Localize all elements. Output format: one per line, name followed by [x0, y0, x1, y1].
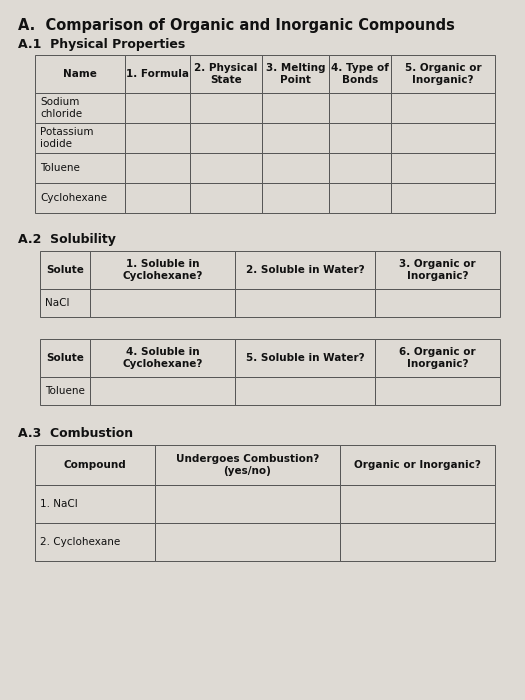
Bar	[125, 123, 190, 153]
Bar	[340, 445, 495, 485]
Text: Undergoes Combustion?
(yes/no): Undergoes Combustion? (yes/no)	[176, 454, 319, 476]
Bar	[329, 123, 391, 153]
Bar	[40, 377, 90, 405]
Bar	[190, 183, 262, 213]
Bar	[35, 93, 125, 123]
Bar	[125, 183, 190, 213]
Bar	[262, 183, 329, 213]
Text: Solute: Solute	[46, 353, 84, 363]
Text: 4. Type of
Bonds: 4. Type of Bonds	[331, 63, 389, 85]
Bar	[155, 523, 340, 561]
Bar	[155, 445, 340, 485]
Text: Organic or Inorganic?: Organic or Inorganic?	[354, 460, 481, 470]
Bar	[35, 485, 155, 523]
Bar	[340, 485, 495, 523]
Bar	[375, 289, 500, 317]
Bar	[35, 153, 125, 183]
Text: 3. Melting
Point: 3. Melting Point	[266, 63, 326, 85]
Bar	[125, 153, 190, 183]
Bar	[35, 123, 125, 153]
Bar	[190, 55, 262, 93]
Bar	[90, 289, 235, 317]
Bar	[40, 289, 90, 317]
Text: NaCl: NaCl	[45, 298, 69, 308]
Text: Compound: Compound	[64, 460, 127, 470]
Text: 5. Soluble in Water?: 5. Soluble in Water?	[246, 353, 364, 363]
Text: 1. Soluble in
Cyclohexane?: 1. Soluble in Cyclohexane?	[122, 259, 203, 281]
Bar	[155, 485, 340, 523]
Text: Toluene: Toluene	[40, 163, 80, 173]
Bar	[391, 183, 495, 213]
Text: Toluene: Toluene	[45, 386, 85, 396]
Bar	[90, 251, 235, 289]
Text: 2. Cyclohexane: 2. Cyclohexane	[40, 537, 120, 547]
Bar	[262, 55, 329, 93]
Text: A.2  Solubility: A.2 Solubility	[18, 233, 116, 246]
Bar	[391, 153, 495, 183]
Bar	[391, 55, 495, 93]
Text: A.3  Combustion: A.3 Combustion	[18, 427, 133, 440]
Bar	[262, 93, 329, 123]
Bar	[35, 445, 155, 485]
Bar	[375, 377, 500, 405]
Bar	[190, 123, 262, 153]
Text: 2. Soluble in Water?: 2. Soluble in Water?	[246, 265, 364, 275]
Bar	[329, 93, 391, 123]
Bar	[40, 251, 90, 289]
Text: Cyclohexane: Cyclohexane	[40, 193, 107, 203]
Bar	[375, 251, 500, 289]
Bar	[329, 183, 391, 213]
Text: Solute: Solute	[46, 265, 84, 275]
Bar	[190, 153, 262, 183]
Bar	[340, 523, 495, 561]
Text: A.  Comparison of Organic and Inorganic Compounds: A. Comparison of Organic and Inorganic C…	[18, 18, 455, 33]
Text: A.1  Physical Properties: A.1 Physical Properties	[18, 38, 185, 51]
Bar	[329, 153, 391, 183]
Bar	[90, 339, 235, 377]
Bar	[190, 93, 262, 123]
Text: Sodium
chloride: Sodium chloride	[40, 97, 82, 119]
Bar	[262, 153, 329, 183]
Text: 3. Organic or
Inorganic?: 3. Organic or Inorganic?	[399, 259, 476, 281]
Bar	[235, 339, 375, 377]
Bar	[235, 289, 375, 317]
Bar	[235, 251, 375, 289]
Bar	[40, 339, 90, 377]
Bar	[35, 523, 155, 561]
Text: 6. Organic or
Inorganic?: 6. Organic or Inorganic?	[399, 346, 476, 369]
Bar	[391, 93, 495, 123]
Bar	[375, 339, 500, 377]
Bar	[35, 183, 125, 213]
Text: 1. Formula: 1. Formula	[126, 69, 189, 79]
Text: 2. Physical
State: 2. Physical State	[194, 63, 258, 85]
Bar	[125, 55, 190, 93]
Text: 4. Soluble in
Cyclohexane?: 4. Soluble in Cyclohexane?	[122, 346, 203, 369]
Bar	[90, 377, 235, 405]
Bar	[125, 93, 190, 123]
Bar	[329, 55, 391, 93]
Text: 1. NaCl: 1. NaCl	[40, 499, 78, 509]
Text: 5. Organic or
Inorganic?: 5. Organic or Inorganic?	[405, 63, 481, 85]
Bar	[35, 55, 125, 93]
Bar	[262, 123, 329, 153]
Text: Name: Name	[63, 69, 97, 79]
Text: Potassium
iodide: Potassium iodide	[40, 127, 93, 149]
Bar	[235, 377, 375, 405]
Bar	[391, 123, 495, 153]
